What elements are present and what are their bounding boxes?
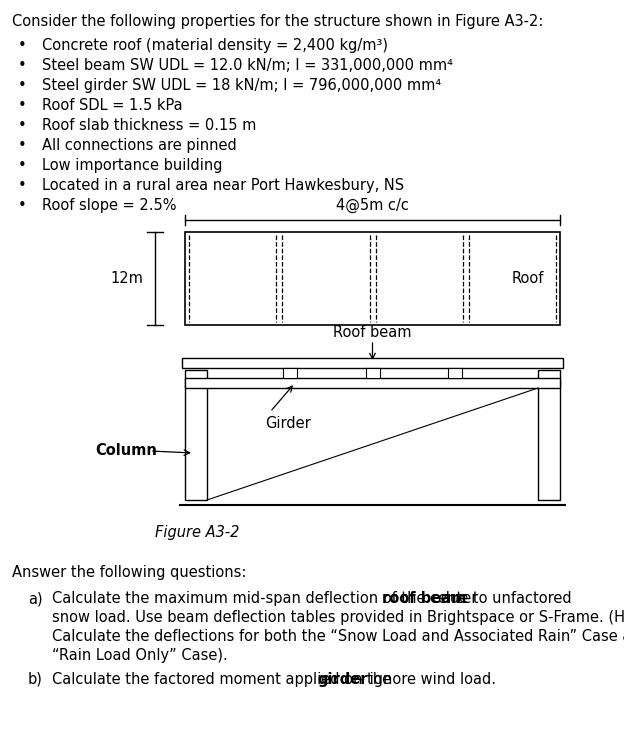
Bar: [366, 368, 379, 378]
Text: Located in a rural area near Port Hawkesbury, NS: Located in a rural area near Port Hawkes…: [42, 178, 404, 193]
Text: Concrete roof (material density = 2,400 kg/m³): Concrete roof (material density = 2,400 …: [42, 38, 388, 53]
Text: Steel girder SW UDL = 18 kN/m; I = 796,000,000 mm⁴: Steel girder SW UDL = 18 kN/m; I = 796,0…: [42, 78, 441, 93]
Text: •: •: [17, 78, 26, 93]
Text: snow load. Use beam deflection tables provided in Brightspace or S-Frame. (Hint:: snow load. Use beam deflection tables pr…: [52, 610, 624, 625]
Text: •: •: [17, 58, 26, 73]
Text: “Rain Load Only” Case).: “Rain Load Only” Case).: [52, 648, 228, 663]
Text: – ignore wind load.: – ignore wind load.: [353, 672, 496, 687]
Text: •: •: [17, 118, 26, 133]
Text: Roof slab thickness = 0.15 m: Roof slab thickness = 0.15 m: [42, 118, 256, 133]
Bar: [185, 370, 207, 500]
Bar: [448, 368, 462, 378]
Text: girder: girder: [318, 672, 368, 687]
Text: roof beam: roof beam: [383, 591, 467, 606]
Bar: [283, 368, 297, 378]
Text: Answer the following questions:: Answer the following questions:: [12, 565, 246, 580]
Bar: [185, 378, 560, 388]
Text: Low importance building: Low importance building: [42, 158, 223, 173]
Text: •: •: [17, 178, 26, 193]
Text: 4@5m c/c: 4@5m c/c: [336, 198, 409, 213]
Bar: [182, 358, 563, 368]
Bar: [185, 232, 560, 325]
Text: •: •: [17, 158, 26, 173]
Text: Girder: Girder: [265, 416, 311, 431]
Text: Calculate the deflections for both the “Snow Load and Associated Rain” Case and : Calculate the deflections for both the “…: [52, 629, 624, 644]
Bar: [538, 370, 560, 500]
Text: •: •: [17, 198, 26, 213]
Text: due to unfactored: due to unfactored: [436, 591, 571, 606]
Text: a): a): [28, 591, 42, 606]
Text: •: •: [17, 138, 26, 153]
Text: Calculate the maximum mid-span deflection of the center: Calculate the maximum mid-span deflectio…: [52, 591, 482, 606]
Text: Figure A3-2: Figure A3-2: [155, 525, 240, 540]
Text: 12m: 12m: [110, 271, 143, 286]
Text: Roof slope = 2.5%: Roof slope = 2.5%: [42, 198, 177, 213]
Text: b): b): [28, 672, 43, 687]
Text: •: •: [17, 38, 26, 53]
Text: Roof beam: Roof beam: [333, 325, 412, 340]
Text: Roof: Roof: [512, 271, 544, 286]
Text: Steel beam SW UDL = 12.0 kN/m; I = 331,000,000 mm⁴: Steel beam SW UDL = 12.0 kN/m; I = 331,0…: [42, 58, 453, 73]
Text: Roof SDL = 1.5 kPa: Roof SDL = 1.5 kPa: [42, 98, 183, 113]
Text: All connections are pinned: All connections are pinned: [42, 138, 236, 153]
Text: Consider the following properties for the structure shown in Figure A3-2:: Consider the following properties for th…: [12, 14, 544, 29]
Text: •: •: [17, 98, 26, 113]
Text: Column: Column: [95, 443, 157, 458]
Text: Calculate the factored moment applied on the: Calculate the factored moment applied on…: [52, 672, 396, 687]
